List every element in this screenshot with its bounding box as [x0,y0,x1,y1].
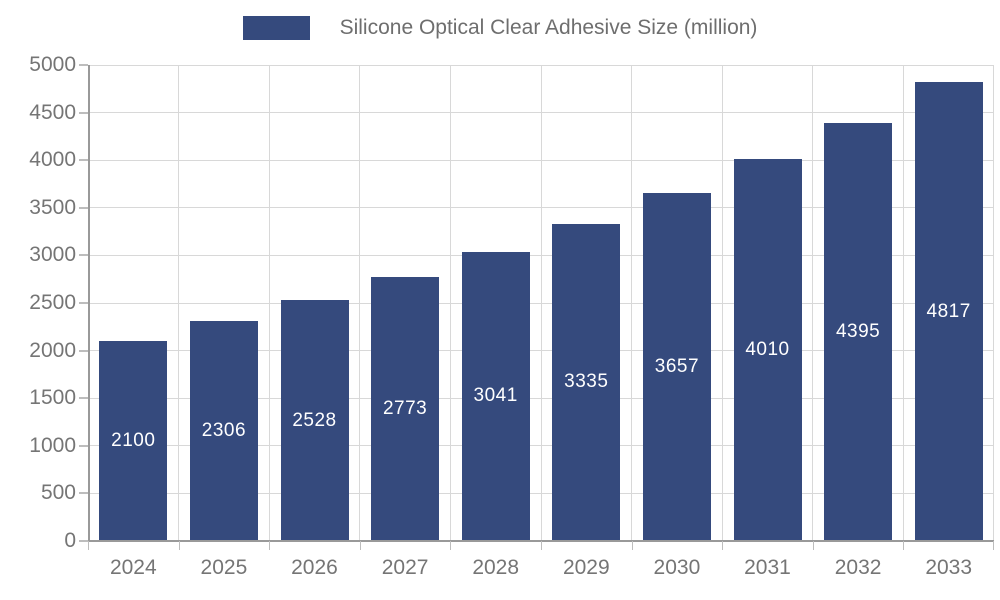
bar-value-label: 4395 [835,320,881,342]
y-tick-label: 0 [64,529,76,552]
y-tick-label: 500 [40,481,76,505]
x-tick-label: 2027 [381,556,429,579]
gridline-v [721,65,723,541]
bar-2027: 2773 [371,277,440,541]
y-tick-mark [79,349,88,352]
x-tick-label: 2033 [925,556,973,579]
y-tick-mark [79,206,88,209]
y-tick-label: 2500 [29,291,76,314]
plot-area: 2100 2306 2528 2773 3041 3335 3657 4010 4395 4817 [88,64,994,542]
bar-2024: 2100 [99,341,168,541]
bar-value-label: 2773 [382,398,428,419]
gridline-v [268,65,270,541]
x-tick-label: 2029 [562,556,610,579]
gridline-v [631,65,633,541]
bar-2029: 3335 [552,223,621,541]
y-tick-mark [79,444,88,447]
legend-swatch [242,16,310,40]
x-tick-label: 2028 [472,556,520,579]
gridline-v [902,65,904,541]
legend: Silicone Optical Clear Adhesive Size (mi… [0,16,1000,40]
bar-value-label: 4817 [926,300,971,322]
x-tick-mark [993,541,994,550]
y-tick-mark [79,64,88,66]
y-tick-mark [79,302,88,304]
x-tick-label: 2032 [834,556,882,579]
x-tick-mark [541,541,542,550]
gridline-v [993,65,994,541]
x-tick-mark [722,541,724,550]
bar-value-label: 3335 [564,371,609,393]
x-tick-mark [88,541,89,550]
bar-2026: 2528 [280,300,349,541]
bar-value-label: 4010 [745,339,790,361]
x-tick-mark [359,541,361,550]
x-tick-label: 2030 [653,556,701,579]
y-tick-label: 5000 [29,53,76,76]
bar-value-label: 3041 [473,385,518,407]
y-tick-label: 2000 [29,338,76,362]
bar-2032: 4395 [824,122,893,541]
gridline-v [449,65,451,541]
y-tick-label: 1000 [29,433,76,457]
x-tick-mark [812,541,814,550]
gridline-v [812,65,814,541]
bar-value-label: 3657 [654,355,700,377]
y-tick-label: 4500 [29,100,76,124]
gridline-v [178,65,180,541]
y-tick-mark [79,492,88,495]
x-tick-mark [903,541,905,550]
bar-2028: 3041 [461,251,530,541]
x-tick-mark [450,541,452,550]
bar-value-label: 2306 [201,420,247,442]
bar-2025: 2306 [189,321,258,541]
x-tick-mark [178,541,180,550]
y-tick-mark [79,111,88,114]
x-tick-label: 2026 [291,556,338,579]
bar-value-label: 2528 [292,409,337,431]
x-tick-label: 2024 [109,556,157,579]
bar-2031: 4010 [733,159,802,541]
gridline-v [540,65,542,541]
y-tick-mark [79,540,88,542]
gridline-v [359,65,361,541]
y-tick-mark [79,254,88,257]
y-tick-label: 1500 [29,386,76,410]
y-tick-label: 4000 [29,148,76,172]
y-tick-mark [79,159,88,162]
x-tick-label: 2031 [744,556,791,579]
y-tick-mark [79,397,88,400]
legend-label: Silicone Optical Clear Adhesive Size (mi… [339,16,758,39]
x-tick-mark [269,541,271,550]
y-tick-label: 3000 [29,243,76,267]
x-tick-label: 2025 [200,556,248,579]
bar-value-label: 2100 [111,430,156,452]
bar-2033: 4817 [914,82,983,541]
y-axis-line [88,65,90,541]
y-tick-label: 3500 [29,195,76,219]
bar-2030: 3657 [642,192,711,541]
x-tick-mark [631,541,633,550]
